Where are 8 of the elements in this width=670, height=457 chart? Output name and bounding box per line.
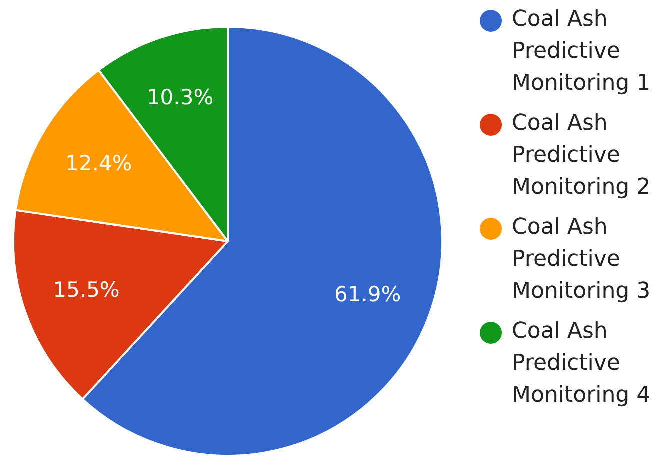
data-label: 10.3% [146, 86, 214, 110]
legend-label: Coal Ash Predictive Monitoring 1 [512, 6, 652, 98]
data-label: 61.9% [334, 282, 402, 307]
data-label: 15.5% [53, 278, 120, 302]
legend-label: Coal Ash Predictive Monitoring 2 [512, 110, 652, 202]
data-label: 12.4% [65, 151, 132, 176]
legend-label: Coal Ash Predictive Monitoring 4 [512, 318, 652, 410]
legend-label: Coal Ash Predictive Monitoring 3 [512, 214, 652, 306]
